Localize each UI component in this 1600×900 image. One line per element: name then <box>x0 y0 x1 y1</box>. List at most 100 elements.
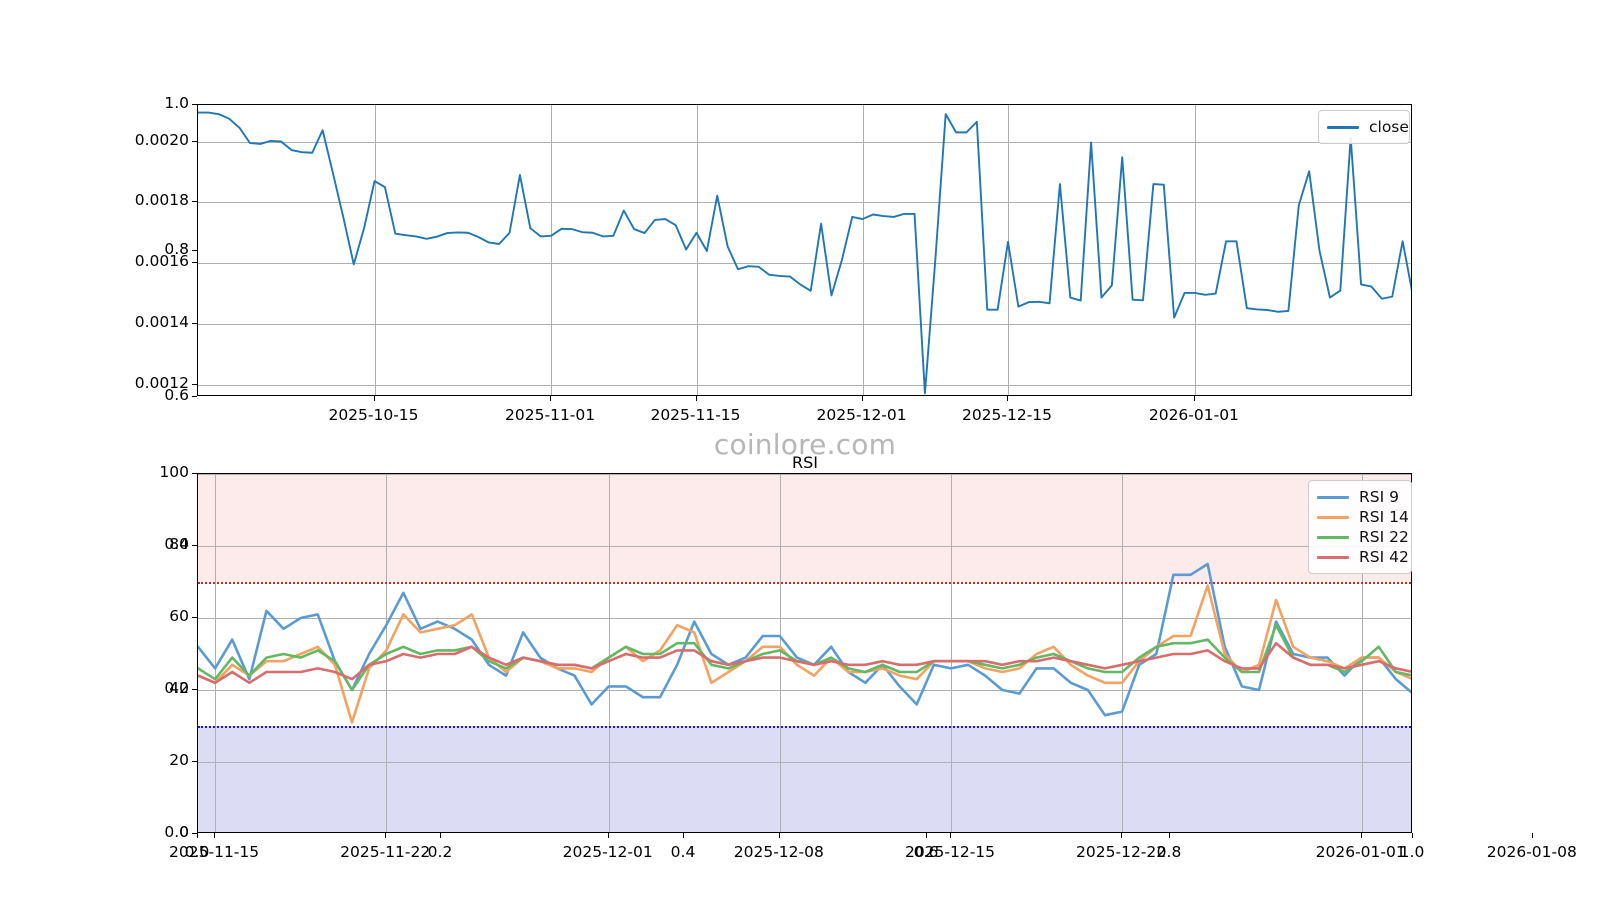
rsi-x-tick-mark <box>1121 833 1123 838</box>
rsi-shaded-band <box>198 726 1411 832</box>
price-y-tick-label: 0.0016 <box>134 252 189 271</box>
gridline-horizontal <box>198 202 1411 204</box>
rsi-x-tick-label: 2025-12-08 <box>733 843 824 861</box>
price-x-tick-label: 2025-12-01 <box>816 406 907 424</box>
gridline-vertical <box>862 105 864 395</box>
legend-label: RSI 42 <box>1359 548 1409 566</box>
rsi-x-tick-mark <box>385 833 387 838</box>
price-x-tick-mark <box>1007 396 1008 401</box>
rsi-y-tick-label-overlay: 0.0 <box>164 823 189 841</box>
legend-swatch-1 <box>1317 495 1349 499</box>
price-plot-area <box>197 104 1412 396</box>
rsi-x-tick-mark-overlay <box>1412 833 1413 838</box>
rsi-x-tick-mark-overlay <box>440 833 441 838</box>
price-chart-panel: 0.0012 0.0014 0.0016 0.0018 0.0020 0.6 0.8 1.0… <box>0 0 1600 440</box>
legend-label: close <box>1369 118 1409 136</box>
rsi-x-tick-label-overlay: 0.6 <box>913 843 939 861</box>
price-y-tick-label-overlay: 0.8 <box>164 240 189 258</box>
rsi-y-tick-mark <box>192 617 197 618</box>
gridline-vertical <box>1361 474 1363 832</box>
rsi-y-tick-mark-overlay <box>192 545 197 546</box>
legend-item: RSI 42 <box>1317 547 1409 567</box>
price-y-tick-label-overlay: 1.0 <box>164 94 189 112</box>
gridline-horizontal <box>198 690 1411 691</box>
rsi-y-tick-label-overlay: 0.4 <box>164 535 189 553</box>
legend-label: RSI 14 <box>1359 508 1409 526</box>
rsi-line-rsi-42 <box>198 641 1411 685</box>
price-x-tick-label: 2026-01-01 <box>1148 406 1239 424</box>
rsi-y-tick-label: 80 <box>169 535 189 553</box>
price-x-tick-label: 2025-12-15 <box>961 406 1053 424</box>
rsi-line-series <box>198 562 1411 724</box>
price-x-tick-label: 2025-11-15 <box>650 406 741 424</box>
gridline-horizontal <box>198 263 1411 265</box>
rsi-x-tick-mark <box>778 833 780 838</box>
gridline-vertical <box>696 105 698 395</box>
rsi-line-rsi-14 <box>198 584 1411 724</box>
rsi-x-tick-mark-overlay <box>1169 833 1170 838</box>
gridline-horizontal <box>198 618 1411 619</box>
price-y-tick-label: 0.0018 <box>134 191 189 210</box>
rsi-x-tick-label: 2025-12-22 <box>1076 843 1167 861</box>
rsi-threshold-overbought <box>198 582 1411 584</box>
price-y-tick-mark <box>192 323 197 324</box>
price-x-tick-label: 2025-11-01 <box>505 406 596 424</box>
rsi-x-tick-label: 2026-01-08 <box>1486 843 1577 861</box>
rsi-x-tick-mark-overlay <box>926 833 927 838</box>
legend-swatch-3 <box>1317 535 1349 539</box>
rsi-plot-area <box>197 473 1412 833</box>
price-x-tick-mark <box>695 396 697 401</box>
legend-swatch-4 <box>1317 555 1349 559</box>
legend-item: close <box>1327 117 1409 137</box>
gridline-horizontal <box>198 141 1411 143</box>
price-close-line <box>198 111 1411 395</box>
legend-label: RSI 9 <box>1359 488 1399 506</box>
gridline-horizontal <box>198 546 1411 547</box>
gridline-vertical <box>215 474 217 832</box>
price-x-tick-label: 2025-10-15 <box>328 406 419 424</box>
gridline-vertical <box>1194 105 1196 395</box>
legend-item: RSI 22 <box>1317 527 1409 547</box>
rsi-y-tick-label: 40 <box>169 679 189 697</box>
gridline-vertical <box>551 105 553 395</box>
rsi-y-tick-mark-overlay <box>192 833 197 834</box>
price-y-tick-mark <box>192 140 197 142</box>
rsi-y-tick-label: 20 <box>169 751 189 769</box>
gridline-horizontal <box>198 762 1411 763</box>
legend-swatch-2 <box>1317 515 1349 519</box>
rsi-x-tick-label-overlay: 0.2 <box>427 843 453 861</box>
rsi-x-tick-label-overlay: 0.0 <box>184 843 210 861</box>
price-y-tick-mark-overlay <box>192 250 197 251</box>
rsi-y-tick-label: 100 <box>159 463 189 481</box>
rsi-y-tick-label-overlay: 0.2 <box>164 679 189 697</box>
rsi-y-tick-mark-overlay <box>192 689 197 690</box>
price-y-tick-mark-overlay <box>192 396 197 397</box>
gridline-vertical <box>1122 474 1124 832</box>
rsi-y-tick-label: 0 <box>179 823 189 841</box>
price-x-tick-mark <box>373 396 375 401</box>
price-x-tick-mark <box>861 396 863 401</box>
rsi-panel-title: RSI <box>792 453 818 472</box>
rsi-x-tick-mark <box>1360 833 1362 838</box>
legend-item: RSI 14 <box>1317 507 1409 527</box>
gridline-vertical <box>951 474 952 832</box>
price-y-tick-label: 0.0012 <box>134 373 189 392</box>
rsi-x-tick-label: 2025-12-15 <box>904 843 996 861</box>
legend-label: RSI 22 <box>1359 528 1409 546</box>
rsi-x-tick-mark-overlay <box>683 833 684 838</box>
rsi-y-tick-mark <box>192 473 197 474</box>
legend-item: RSI 9 <box>1317 487 1401 507</box>
rsi-chart-panel: 0 20 40 60 80 100 0.0 0.2 0.4 2025-11-15 2025-11… <box>0 440 1600 900</box>
price-y-tick-label: 0.0014 <box>134 313 189 331</box>
price-y-tick-label: 0.0020 <box>134 130 189 149</box>
price-x-tick-mark <box>550 396 552 401</box>
rsi-x-tick-mark <box>950 833 951 838</box>
gridline-vertical <box>608 474 610 832</box>
gridline-horizontal <box>198 384 1411 386</box>
rsi-y-tick-label: 60 <box>169 607 189 625</box>
gridline-vertical <box>779 474 781 832</box>
rsi-y-tick-mark <box>192 761 197 762</box>
rsi-x-tick-mark <box>214 833 216 838</box>
rsi-x-tick-label: 2025-11-15 <box>169 843 260 861</box>
price-y-tick-mark-overlay <box>192 104 197 105</box>
